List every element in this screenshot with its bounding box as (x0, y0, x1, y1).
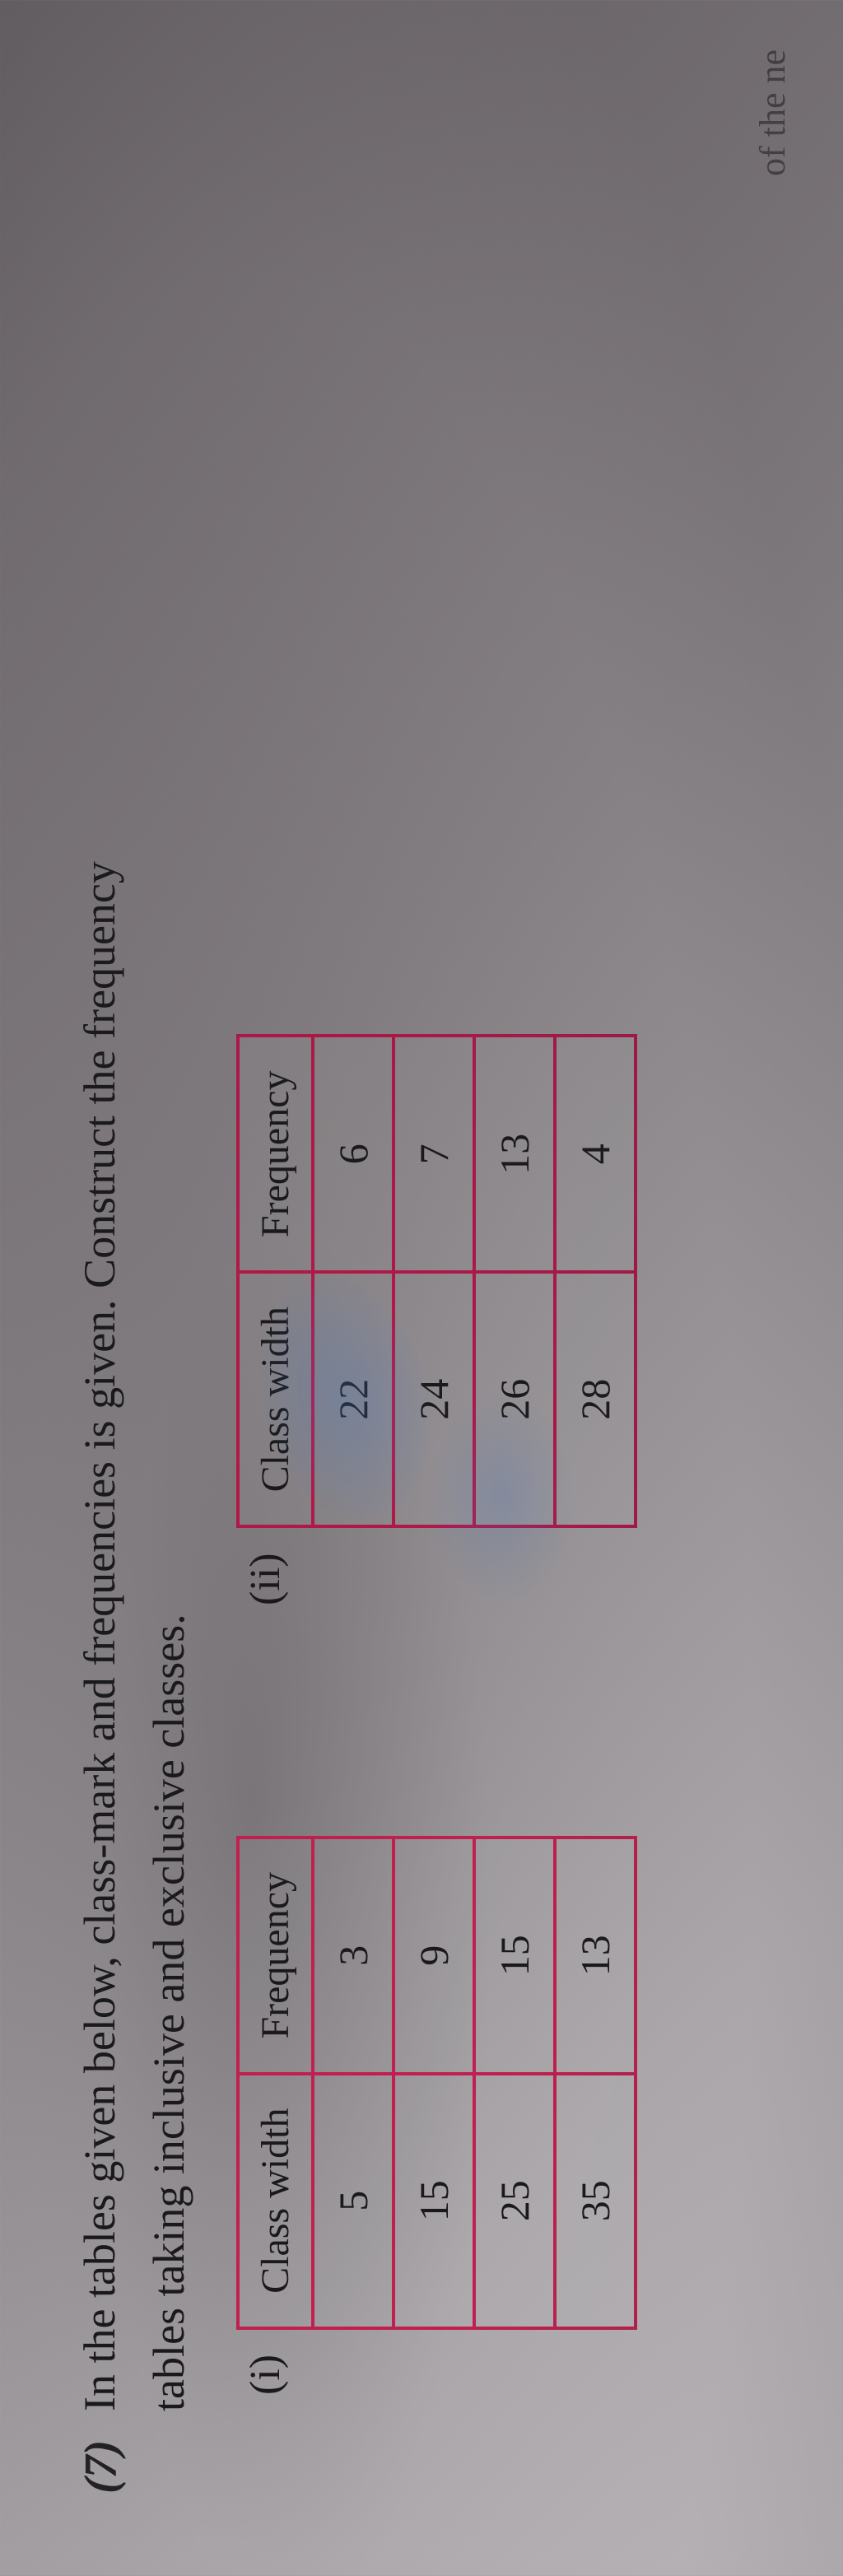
table-row: 35 13 (555, 1838, 636, 2328)
question-line-1: In the tables given below, class-mark an… (75, 861, 124, 2411)
cell-class: 22 (313, 1272, 394, 1526)
question-line-2: tables taking inclusive and exclusive cl… (144, 1614, 193, 2411)
frequency-table-2: Class width Frequency 22 6 24 7 26 13 (236, 1034, 637, 1528)
table-row: 28 4 (555, 1036, 636, 1526)
table-row: 26 13 (474, 1036, 555, 1526)
header-class-width: Class width (238, 2074, 313, 2328)
header-frequency: Frequency (238, 1036, 313, 1272)
cell-freq: 6 (313, 1036, 394, 1272)
table-block-1: (i) Class width Frequency 5 3 15 9 (236, 1836, 637, 2395)
cell-class: 24 (394, 1272, 474, 1526)
question-text: (7) In the tables given below, class-mar… (66, 99, 203, 2477)
table-row: 25 15 (474, 1838, 555, 2328)
cell-freq: 7 (394, 1036, 474, 1272)
frequency-table-1: Class width Frequency 5 3 15 9 25 15 (236, 1836, 637, 2330)
header-frequency: Frequency (238, 1838, 313, 2074)
cell-class: 25 (474, 2074, 555, 2328)
sub-label-2: (ii) (236, 1553, 290, 1605)
table-row: 5 3 (313, 1838, 394, 2328)
cell-freq: 4 (555, 1036, 636, 1272)
cell-class: 28 (555, 1272, 636, 1526)
table-row: 22 6 (313, 1036, 394, 1526)
table-row: 24 7 (394, 1036, 474, 1526)
cell-freq: 13 (555, 1838, 636, 2074)
header-class-width: Class width (238, 1272, 313, 1526)
tables-row: (i) Class width Frequency 5 3 15 9 (236, 99, 637, 2477)
rotated-page: (7) In the tables given below, class-mar… (0, 1733, 843, 2576)
cell-freq: 13 (474, 1036, 555, 1272)
cell-freq: 9 (394, 1838, 474, 2074)
cell-freq: 3 (313, 1838, 394, 2074)
cell-freq: 15 (474, 1838, 555, 2074)
page-content: (7) In the tables given below, class-mar… (0, 0, 843, 2576)
table-row: Class width Frequency (238, 1838, 313, 2328)
sub-label-1: (i) (236, 2355, 290, 2395)
question-marker: (7) (66, 2440, 137, 2494)
cell-class: 26 (474, 1272, 555, 1526)
table-row: 15 9 (394, 1838, 474, 2328)
cell-class: 5 (313, 2074, 394, 2328)
cell-class: 35 (555, 2074, 636, 2328)
table-block-2: (ii) Class width Frequency 22 6 24 7 (236, 1034, 637, 1605)
cutoff-text-fragment: of the ne (752, 49, 794, 176)
cell-class: 15 (394, 2074, 474, 2328)
table-row: Class width Frequency (238, 1036, 313, 1526)
